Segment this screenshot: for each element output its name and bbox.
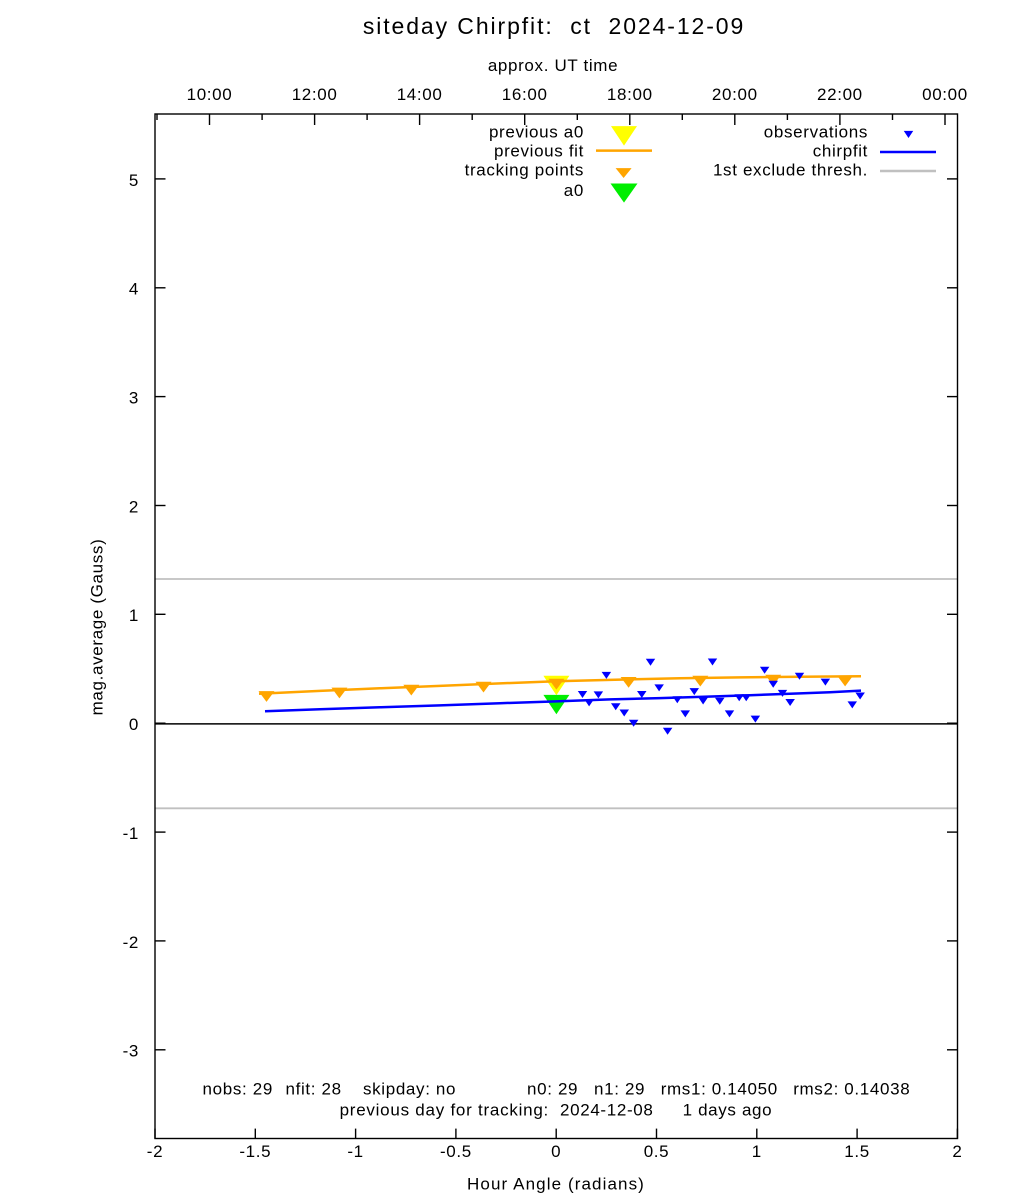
svg-text:18:00: 18:00 [607,85,653,104]
svg-text:n1: 29: n1: 29 [594,1080,645,1099]
svg-text:rms2: 0.14038: rms2: 0.14038 [793,1080,910,1099]
svg-text:mag.average (Gauss): mag.average (Gauss) [88,539,107,716]
svg-text:rms1: 0.14050: rms1: 0.14050 [661,1080,778,1099]
svg-text:a0: a0 [564,181,584,200]
svg-text:nfit: 28: nfit: 28 [286,1080,342,1099]
svg-text:0.5: 0.5 [644,1142,670,1161]
svg-text:20:00: 20:00 [712,85,758,104]
svg-text:-3: -3 [123,1042,139,1061]
svg-text:-1: -1 [347,1142,363,1161]
svg-text:0: 0 [551,1142,561,1161]
svg-text:n0: 29: n0: 29 [527,1080,578,1099]
svg-text:14:00: 14:00 [397,85,443,104]
svg-text:00:00: 00:00 [922,85,968,104]
svg-text:skipday: no: skipday: no [363,1080,456,1099]
svg-text:4: 4 [129,280,139,299]
svg-text:16:00: 16:00 [502,85,548,104]
svg-text:nobs: 29: nobs: 29 [203,1080,273,1099]
svg-text:-0.5: -0.5 [440,1142,472,1161]
svg-text:siteday Chirpfit: ct 2024-12: siteday Chirpfit: ct 2024-12-09 [363,13,745,39]
svg-text:2: 2 [129,497,139,516]
svg-text:22:00: 22:00 [817,85,863,104]
svg-text:1.5: 1.5 [844,1142,870,1161]
svg-text:-2: -2 [147,1142,163,1161]
svg-text:Hour Angle (radians): Hour Angle (radians) [467,1175,645,1194]
svg-text:1: 1 [129,606,139,625]
svg-text:2024-12-08: 2024-12-08 [560,1100,653,1119]
svg-text:3: 3 [129,389,139,408]
svg-text:chirpfit: chirpfit [813,142,868,161]
svg-text:previous day for tracking:: previous day for tracking: [340,1100,549,1119]
svg-text:1 days ago: 1 days ago [683,1100,773,1119]
svg-text:1st exclude thresh.: 1st exclude thresh. [713,161,868,180]
svg-text:12:00: 12:00 [292,85,338,104]
svg-text:previous a0: previous a0 [489,122,584,141]
svg-text:10:00: 10:00 [187,85,233,104]
svg-text:previous fit: previous fit [494,142,584,161]
svg-text:-1.5: -1.5 [239,1142,271,1161]
svg-text:5: 5 [129,171,139,190]
svg-text:-1: -1 [123,824,139,843]
svg-text:1: 1 [752,1142,762,1161]
svg-text:-2: -2 [123,933,139,952]
svg-text:tracking points: tracking points [465,161,584,180]
svg-text:2: 2 [952,1142,962,1161]
svg-text:approx. UT time: approx. UT time [488,56,618,75]
svg-text:observations: observations [764,122,868,141]
svg-text:0: 0 [129,715,139,734]
